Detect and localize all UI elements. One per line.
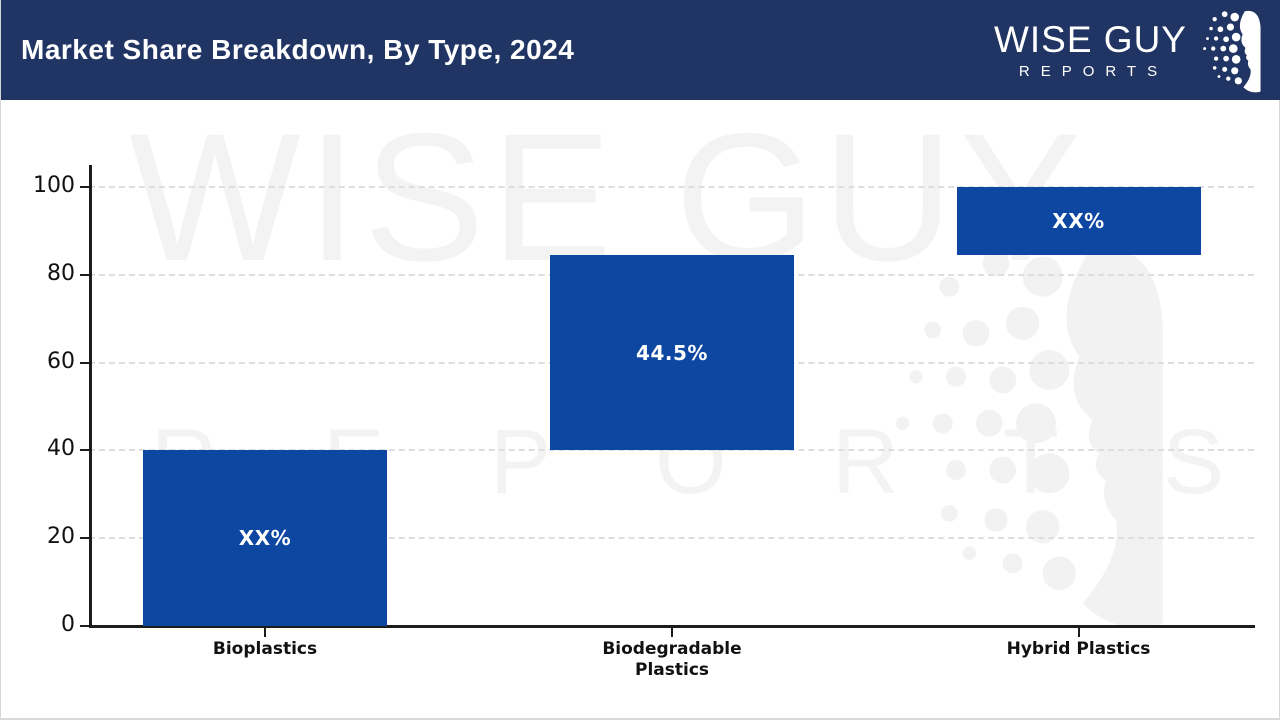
x-tick-mark-hybrid-plastics: [1077, 628, 1080, 637]
bar-biodegradable-plastics: 44.5%: [550, 255, 794, 451]
background-watermark: WISE GUY R E P O R T S: [1, 100, 1280, 718]
x-tick-mark-bioplastics: [264, 628, 266, 637]
header-bar: Market Share Breakdown, By Type, 2024 WI…: [1, 0, 1280, 100]
chart-title: Market Share Breakdown, By Type, 2024: [21, 34, 575, 65]
watermark-dotted-head: [896, 248, 1163, 628]
y-tick-mark-60: [80, 361, 89, 364]
x-category-label-biodegradable-plastics: Biodegradable Plastics: [602, 639, 742, 681]
logo-subtitle: REPORTS: [1018, 63, 1169, 80]
y-tick-label-0: 0: [61, 612, 75, 637]
y-tick-label-40: 40: [47, 436, 75, 462]
x-category-label-hybrid-plastics: Hybrid Plastics: [1006, 639, 1151, 659]
gridline-40: [89, 449, 1254, 452]
y-tick-mark-0: [80, 625, 89, 627]
y-tick-label-80: 80: [47, 260, 75, 286]
y-tick-mark-100: [80, 186, 89, 188]
y-tick-mark-80: [80, 273, 89, 276]
y-tick-mark-20: [80, 537, 89, 540]
y-tick-label-60: 60: [47, 348, 75, 374]
x-category-label-bioplastics: Bioplastics: [212, 639, 318, 659]
x-tick-mark-biodegradable-plastics: [671, 628, 673, 637]
y-axis-line: [89, 165, 92, 628]
dotted-head-icon: [1203, 10, 1261, 93]
bar-value-label: XX%: [238, 526, 292, 551]
bar-value-label: XX%: [1052, 209, 1105, 234]
gridline-20: [89, 537, 1254, 540]
y-tick-label-20: 20: [47, 524, 75, 550]
bar-value-label: 44.5%: [636, 340, 708, 365]
bar-bioplastics: XX%: [143, 450, 387, 626]
y-tick-label-100: 100: [33, 173, 75, 198]
y-tick-mark-40: [80, 449, 89, 452]
x-axis-line: [89, 625, 1255, 628]
logo-wordmark: WISE GUY: [993, 19, 1187, 60]
wise-guy-reports-logo: WISE GUY REPORTS: [994, 7, 1267, 93]
bar-hybrid-plastics: XX%: [956, 187, 1201, 256]
gridline-100: [89, 186, 1254, 188]
logo-text: WISE GUY REPORTS: [994, 21, 1187, 79]
